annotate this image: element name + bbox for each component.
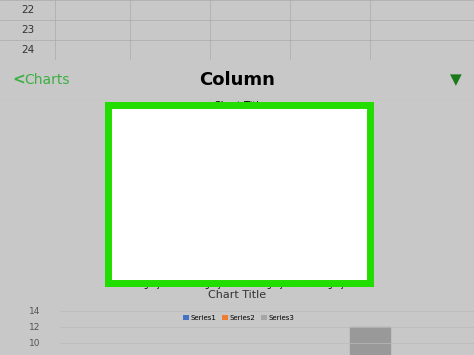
Legend: Series1, Series2, Series3: Series1, Series2, Series3 <box>181 312 298 323</box>
Text: <: < <box>12 72 25 87</box>
Text: Charts: Charts <box>24 73 70 87</box>
Text: Chart Title: Chart Title <box>208 290 266 300</box>
Bar <box>140 210 154 275</box>
Text: ▼: ▼ <box>450 72 462 87</box>
Bar <box>350 327 390 355</box>
Text: 24: 24 <box>21 45 35 55</box>
Bar <box>338 140 352 275</box>
Text: 12: 12 <box>28 322 40 332</box>
Bar <box>201 156 215 275</box>
Bar <box>188 208 201 275</box>
Bar <box>127 159 140 275</box>
Bar <box>215 221 228 275</box>
Text: 14: 14 <box>28 306 40 316</box>
Bar <box>311 153 325 275</box>
Text: 10: 10 <box>28 339 40 348</box>
Bar <box>276 194 290 275</box>
Bar <box>154 221 167 275</box>
Text: 22: 22 <box>21 5 35 15</box>
Bar <box>263 226 276 275</box>
Text: 23: 23 <box>21 25 35 35</box>
Title: Chart Title: Chart Title <box>213 101 264 111</box>
Bar <box>325 200 338 275</box>
Bar <box>249 180 263 275</box>
Text: Column: Column <box>199 71 275 89</box>
